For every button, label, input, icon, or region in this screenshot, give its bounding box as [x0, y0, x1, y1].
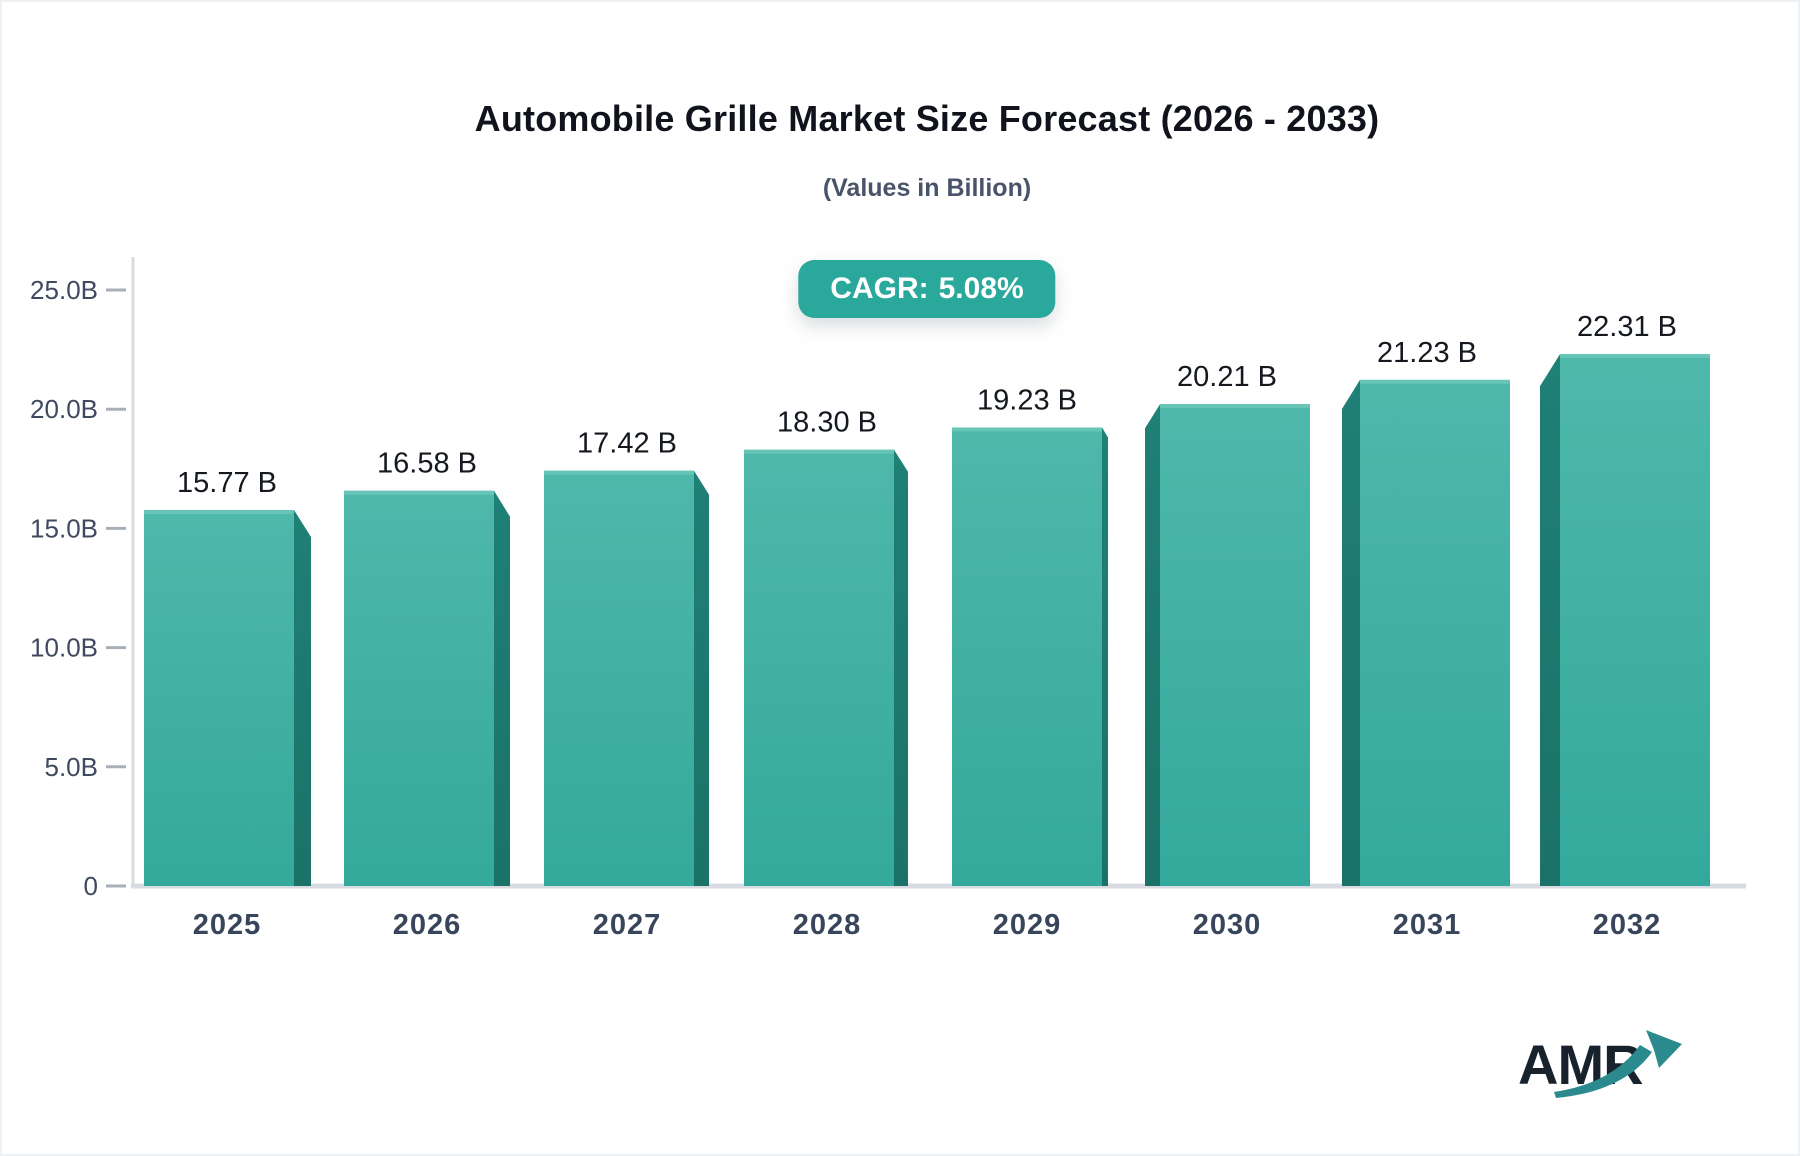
bar-group-2025: 15.77 B 2025 — [144, 467, 311, 941]
chart-subtitle: (Values in Billion) — [822, 174, 1032, 202]
amr-logo-arrow-head — [1646, 1030, 1682, 1068]
bar-top-edge-2027 — [544, 470, 694, 475]
amr-logo: AMR — [1518, 1030, 1682, 1098]
bar-value-label-2026: 16.58 B — [377, 448, 477, 480]
x-category-label-2030: 2030 — [1193, 909, 1262, 941]
y-tick-label-20.0B: 20.0B — [30, 394, 98, 424]
bar-face-2026 — [344, 490, 494, 886]
bar-top-edge-2029 — [952, 427, 1102, 432]
bar-top-edge-2028 — [744, 449, 894, 454]
cagr-badge: CAGR: 5.08% — [798, 260, 1056, 318]
bar-value-label-2028: 18.30 B — [777, 407, 877, 439]
bar-value-label-2029: 19.23 B — [977, 385, 1077, 417]
bar-top-edge-2032 — [1560, 354, 1710, 359]
bar-face-2030 — [1160, 404, 1310, 886]
y-tick-label-15.0B: 15.0B — [30, 513, 98, 543]
y-tick-label-5.0B: 5.0B — [45, 752, 99, 782]
bar-side-2028 — [894, 449, 908, 886]
chart-title: Automobile Grille Market Size Forecast (… — [474, 98, 1380, 139]
bar-side-2032 — [1540, 354, 1560, 886]
y-tick-label-0: 0 — [84, 871, 98, 901]
bar-group-2032: 22.31 B 2032 — [1540, 311, 1710, 941]
bar-face-2032 — [1560, 354, 1710, 886]
bar-face-2025 — [144, 510, 294, 886]
x-category-label-2028: 2028 — [793, 909, 862, 941]
bar-face-2028 — [744, 449, 894, 886]
cagr-label: CAGR: — [830, 272, 929, 305]
bar-side-2029 — [1102, 427, 1108, 886]
x-category-label-2029: 2029 — [993, 909, 1062, 941]
y-tick-label-25.0B: 25.0B — [30, 275, 98, 305]
bar-top-edge-2031 — [1360, 379, 1510, 384]
bar-top-edge-2025 — [144, 510, 294, 515]
bar-side-2031 — [1342, 379, 1360, 886]
bar-face-2027 — [544, 470, 694, 886]
y-tick-label-10.0B: 10.0B — [30, 633, 98, 663]
bar-face-2029 — [952, 427, 1102, 886]
cagr-value: 5.08% — [938, 272, 1024, 305]
bar-group-2026: 16.58 B 2026 — [344, 448, 510, 941]
bar-group-2029: 19.23 B 2029 — [952, 385, 1108, 941]
bar-top-edge-2026 — [344, 490, 494, 495]
x-category-label-2026: 2026 — [393, 909, 462, 941]
bar-side-2030 — [1145, 404, 1160, 886]
bar-value-label-2027: 17.42 B — [577, 428, 677, 460]
bar-group-2030: 20.21 B 2030 — [1145, 361, 1310, 941]
x-category-label-2027: 2027 — [593, 909, 662, 941]
x-category-label-2031: 2031 — [1393, 909, 1462, 941]
bar-value-label-2030: 20.21 B — [1177, 361, 1277, 393]
x-category-label-2025: 2025 — [193, 909, 262, 941]
bar-value-label-2025: 15.77 B — [177, 467, 277, 499]
x-category-label-2032: 2032 — [1593, 909, 1662, 941]
bar-value-label-2032: 22.31 B — [1577, 311, 1677, 343]
bar-side-2026 — [494, 490, 510, 886]
bar-value-label-2031: 21.23 B — [1377, 337, 1477, 369]
amr-logo-arrow-swoosh — [1554, 1045, 1652, 1098]
bar-top-edge-2030 — [1160, 404, 1310, 409]
bar-group-2028: 18.30 B 2028 — [744, 407, 908, 941]
bar-group-2031: 21.23 B 2031 — [1342, 337, 1510, 941]
bar-side-2025 — [294, 510, 311, 886]
bar-face-2031 — [1360, 379, 1510, 886]
bar-group-2027: 17.42 B 2027 — [544, 428, 709, 941]
bar-side-2027 — [694, 470, 709, 886]
